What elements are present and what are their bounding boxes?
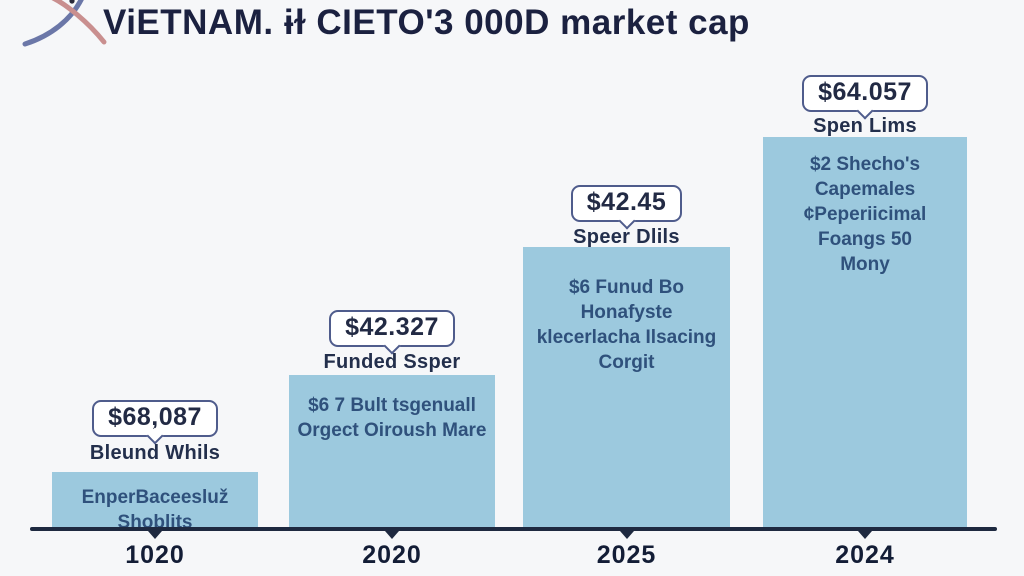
bar-group-2024: $64.057 Spen Lims $2 Shecho's Capemales … bbox=[763, 0, 967, 576]
bar-description: $2 Shecho's Capemales ¢Peperiicimal Foan… bbox=[763, 137, 967, 277]
bar: $6 Funud Bo Honafyste klecerlacha Ilsaci… bbox=[523, 247, 730, 529]
ribbon-swoosh-logo-icon bbox=[22, 0, 107, 47]
bar-sublabel: Spen Lims bbox=[813, 115, 917, 137]
value-callout: $68,087 bbox=[52, 400, 258, 445]
x-axis-label: 1020 bbox=[125, 541, 185, 569]
bar-description-line: $6 7 Bult tsgenuall bbox=[308, 395, 476, 416]
value-label: $42.327 bbox=[345, 313, 439, 341]
bar-description-line: Mony bbox=[840, 254, 890, 276]
value-label: $64.057 bbox=[818, 78, 912, 106]
bar-group-1020: $68,087 Bleund Whils EnperBaceesluž Shob… bbox=[52, 0, 258, 576]
value-callout: $42.45 bbox=[523, 185, 730, 230]
bar-description: $6 Funud Bo Honafyste klecerlacha Ilsaci… bbox=[523, 247, 730, 375]
value-callout: $64.057 bbox=[763, 75, 967, 120]
bar-description: $6 7 Bult tsgenuall Orgect Oiroush Mare bbox=[289, 375, 495, 443]
axis-tick-arrow-icon bbox=[619, 531, 634, 539]
bar-sublabel: Bleund Whils bbox=[89, 442, 221, 464]
x-axis-label: 2020 bbox=[362, 541, 422, 569]
value-label: $42.45 bbox=[586, 188, 667, 216]
bar-description-line: $6 Funud Bo Honafyste bbox=[568, 277, 685, 324]
value-label: $68,087 bbox=[108, 403, 202, 431]
bar-description: EnperBaceesluž Shoblits bbox=[52, 472, 258, 535]
bar: EnperBaceesluž Shoblits bbox=[52, 472, 258, 533]
axis-tick-arrow-icon bbox=[385, 531, 399, 539]
chart-title: ViETNAM. ɨɫ CIETO'3 000D market cap bbox=[103, 3, 750, 42]
bar-description-line: ¢Peperiicimal Foangs 50 bbox=[803, 204, 927, 251]
bar-group-2025: $42.45 Speer Dlils $6 Funud Bo Honafyste… bbox=[523, 0, 730, 576]
bar: $6 7 Bult tsgenuall Orgect Oiroush Mare bbox=[289, 375, 495, 529]
bar-description-line: Orgect Oiroush Mare bbox=[297, 420, 487, 442]
x-axis-line bbox=[30, 527, 997, 531]
bar-description-line: klecerlacha Ilsacing bbox=[536, 327, 717, 349]
axis-tick-arrow-icon bbox=[148, 531, 162, 539]
bar-sublabel: Funded Ssper bbox=[323, 351, 461, 373]
axis-tick-arrow-icon bbox=[858, 531, 872, 539]
bar-group-2020: $42.327 Funded Ssper $6 7 Bult tsgenuall… bbox=[289, 0, 495, 576]
value-callout: $42.327 bbox=[289, 310, 495, 355]
bar-description-line: Corgit bbox=[598, 352, 655, 374]
bar: $2 Shecho's Capemales ¢Peperiicimal Foan… bbox=[763, 137, 967, 529]
bar-sublabel: Speer Dlils bbox=[573, 226, 680, 248]
x-axis-label: 2025 bbox=[596, 541, 657, 569]
x-axis-label: 2024 bbox=[835, 541, 895, 569]
header: ViETNAM. ɨɫ CIETO'3 000D market cap bbox=[0, 0, 1024, 52]
bar-description-line: $2 Shecho's Capemales bbox=[809, 154, 921, 201]
